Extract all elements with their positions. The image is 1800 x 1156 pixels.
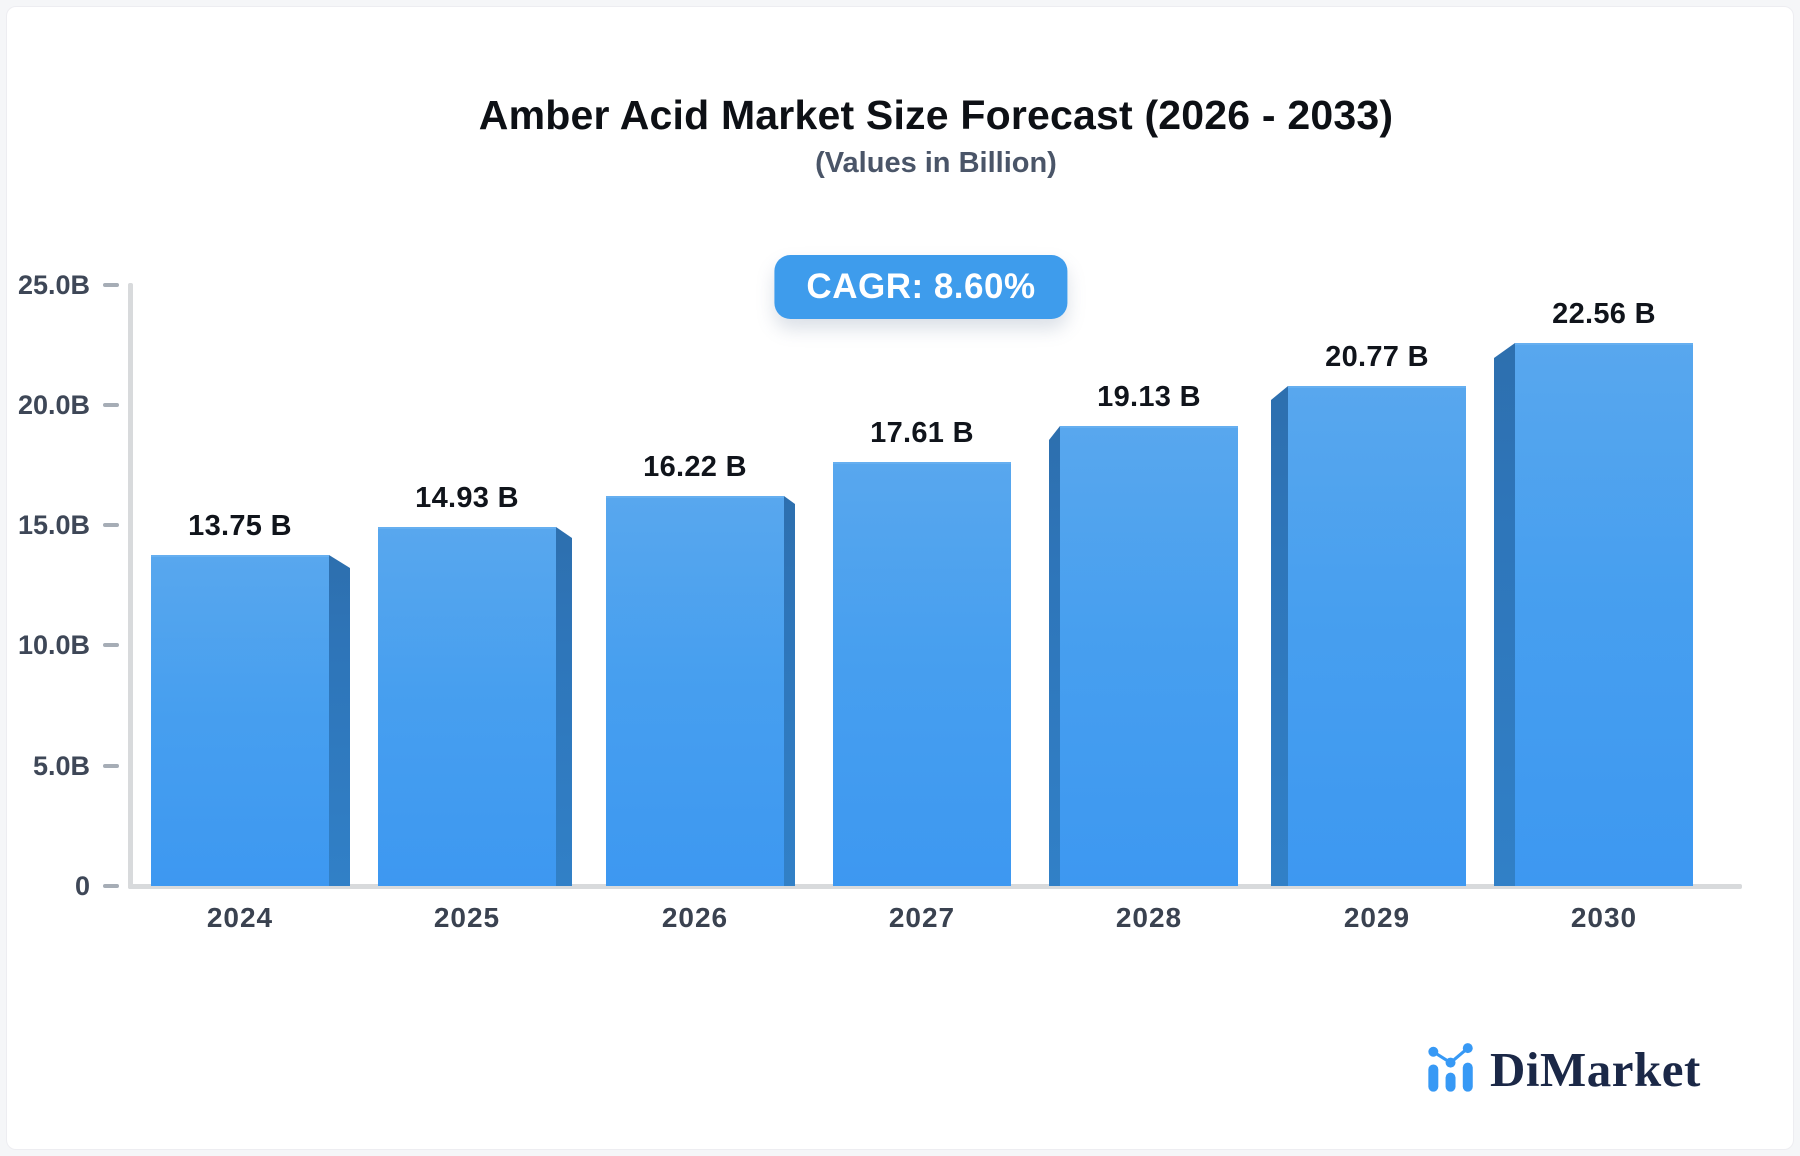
y-tick-dash	[103, 884, 119, 888]
y-tick-label: 15.0B	[17, 510, 90, 540]
x-tick-label: 2025	[433, 902, 501, 933]
y-tick-label: 5.0B	[32, 751, 90, 781]
x-tick-label: 2026	[661, 902, 729, 933]
chart-subtitle: (Values in Billion)	[815, 147, 1057, 179]
bar-value-label: 16.22 B	[643, 451, 747, 483]
bar	[1515, 343, 1693, 886]
bar	[151, 555, 329, 886]
x-tick-label: 2024	[206, 902, 274, 933]
bar	[606, 496, 784, 886]
bar-value-label: 17.61 B	[870, 417, 974, 449]
bar-side-face	[784, 496, 795, 886]
bar-value-label: 13.75 B	[188, 510, 292, 542]
bar-value-label: 22.56 B	[1552, 298, 1656, 330]
y-tick-label: 10.0B	[17, 630, 90, 660]
bar	[378, 527, 556, 886]
y-tick-dash	[103, 764, 119, 768]
x-tick-label: 2027	[888, 902, 956, 933]
brand-logo: DiMarket	[1422, 1040, 1701, 1098]
y-tick-label: 20.0B	[17, 390, 90, 420]
chart-title: Amber Acid Market Size Forecast (2026 - …	[478, 92, 1394, 138]
bar-value-label: 19.13 B	[1097, 381, 1201, 413]
y-tick-dash	[103, 523, 119, 527]
x-axis-line	[128, 884, 1742, 889]
x-tick-label: 2028	[1115, 902, 1183, 933]
y-tick-dash	[103, 643, 119, 647]
y-tick-label: 0	[74, 871, 90, 901]
bar	[1288, 386, 1466, 886]
bar-value-label: 14.93 B	[415, 482, 519, 514]
bar-side-face	[1049, 426, 1060, 886]
bar-side-face	[556, 527, 572, 886]
y-tick-dash	[103, 403, 119, 407]
bar-side-face	[1271, 386, 1288, 886]
bar-side-face	[1494, 343, 1515, 886]
y-tick-label: 25.0B	[17, 270, 90, 300]
bar-value-label: 20.77 B	[1325, 341, 1429, 373]
x-tick-label: 2029	[1343, 902, 1411, 933]
bar	[833, 462, 1011, 886]
y-tick-dash	[103, 283, 119, 287]
bar-chart-logo-icon	[1422, 1040, 1480, 1098]
cagr-badge: CAGR: 8.60%	[774, 255, 1068, 319]
y-axis-line	[128, 283, 133, 889]
brand-logo-text: DiMarket	[1490, 1041, 1701, 1097]
x-tick-label: 2030	[1570, 902, 1638, 933]
bar	[1060, 426, 1238, 886]
bar-side-face	[329, 555, 350, 886]
